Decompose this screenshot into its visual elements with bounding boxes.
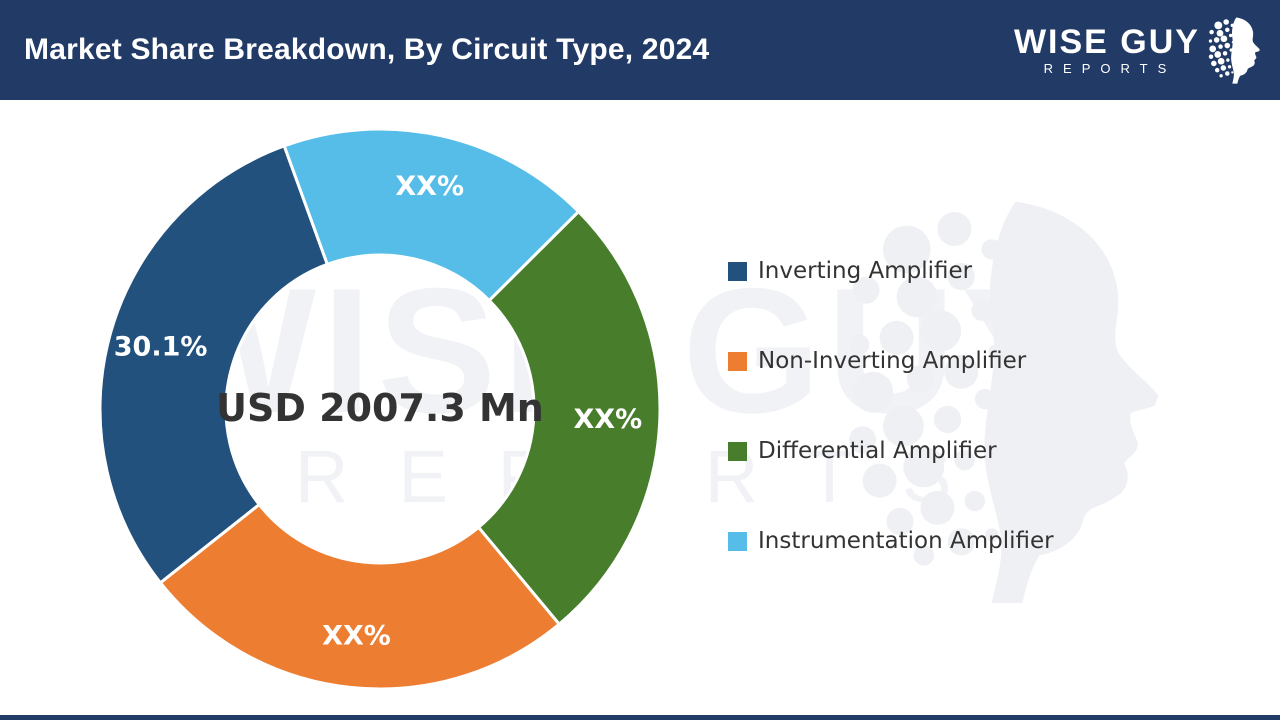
donut-slice-inverting-amplifier (98, 144, 329, 585)
slice-percentage-label: XX% (395, 171, 464, 202)
wiseguy-face-icon (1208, 17, 1260, 84)
donut-slice-differential-amplifier (477, 210, 662, 626)
legend-swatch-differential (728, 441, 747, 461)
donut-center-value: USD 2007.3 Mn (216, 386, 544, 430)
donut-slice-instrumentation-amplifier (282, 127, 581, 302)
brand-logo: WISE GUY REPORTS (1014, 14, 1262, 86)
legend-swatch-non-inverting (728, 351, 747, 371)
donut-slice-non-inverting-amplifier (158, 503, 561, 691)
slice-percentage-label: XX% (322, 620, 391, 651)
slice-percentage-label: 30.1% (114, 331, 208, 362)
slice-percentage-label: XX% (573, 404, 642, 435)
legend-label: Non-Inverting Amplifier (758, 348, 1027, 374)
legend-item-inverting-amplifier: Inverting Amplifier (728, 256, 972, 286)
legend-swatch-instrumentation (728, 531, 747, 551)
brand-subtitle: REPORTS (1043, 60, 1177, 76)
legend-label: Differential Amplifier (758, 438, 997, 464)
legend-item-non-inverting-amplifier: Non-Inverting Amplifier (728, 346, 1026, 376)
brand-wordmark: WISE GUY REPORTS (1014, 25, 1200, 76)
legend-swatch-inverting (728, 261, 747, 281)
bottom-accent-bar (0, 715, 1280, 720)
legend-item-instrumentation-amplifier: Instrumentation Amplifier (728, 526, 1054, 556)
legend-label: Instrumentation Amplifier (758, 528, 1054, 554)
page-title: Market Share Breakdown, By Circuit Type,… (24, 33, 710, 66)
header-bar: Market Share Breakdown, By Circuit Type,… (0, 0, 1280, 100)
brand-name: WISE GUY (1013, 22, 1200, 61)
donut-chart: 30.1% XX% XX% XX% (98, 127, 662, 691)
legend-label: Inverting Amplifier (758, 258, 973, 284)
legend-item-differential-amplifier: Differential Amplifier (728, 436, 997, 466)
